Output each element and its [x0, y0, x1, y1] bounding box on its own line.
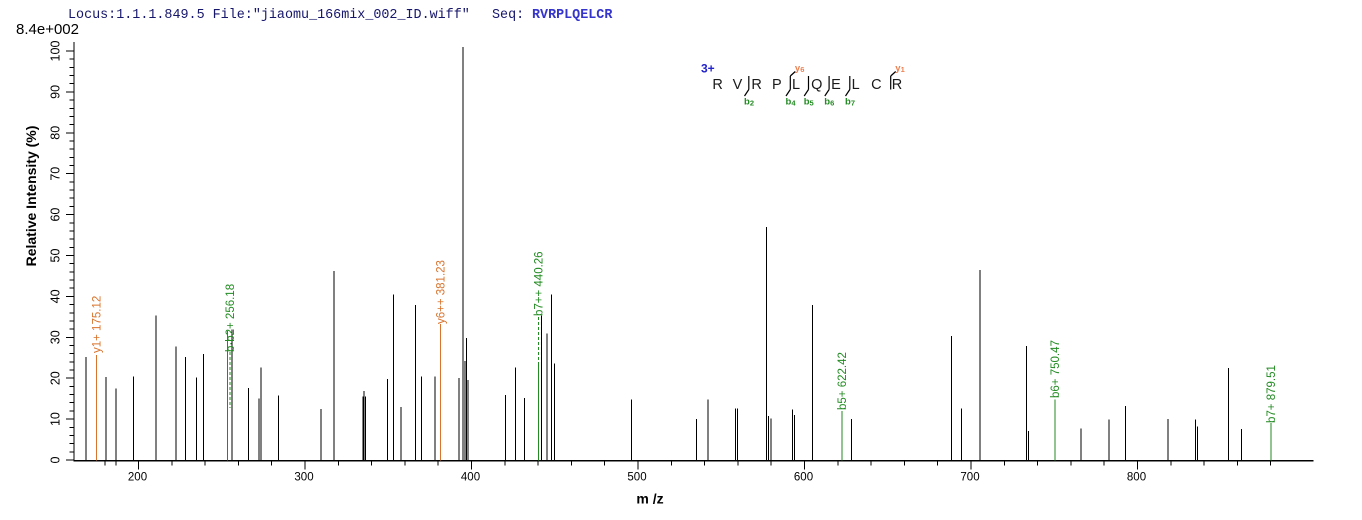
- svg-text:V: V: [733, 77, 743, 93]
- svg-text:700: 700: [960, 472, 979, 484]
- svg-text:b6+ 750.47: b6+ 750.47: [1050, 340, 1062, 398]
- svg-text:Seq:: Seq:: [492, 8, 524, 23]
- svg-text:Q: Q: [811, 77, 822, 93]
- svg-text:b·b2+ 256.18: b·b2+ 256.18: [225, 284, 237, 352]
- svg-text:b7+ 879.51: b7+ 879.51: [1266, 365, 1278, 423]
- svg-text:50: 50: [49, 249, 63, 263]
- svg-text:b6: b6: [824, 96, 834, 107]
- svg-text:70: 70: [49, 167, 63, 181]
- svg-text:Locus:1.1.1.849.5 File:"jiaomu: Locus:1.1.1.849.5 File:"jiaomu_166mix_00…: [68, 8, 470, 23]
- svg-text:y1+ 175.12: y1+ 175.12: [92, 296, 104, 353]
- svg-text:90: 90: [49, 85, 63, 99]
- svg-text:m /z: m /z: [636, 491, 663, 507]
- svg-text:600: 600: [794, 472, 813, 484]
- svg-text:8.4e+002: 8.4e+002: [16, 21, 79, 38]
- svg-text:10: 10: [49, 412, 63, 426]
- svg-text:R: R: [751, 77, 761, 93]
- svg-text:P: P: [772, 77, 782, 93]
- svg-text:400: 400: [461, 472, 480, 484]
- svg-text:Relative Intensity (%): Relative Intensity (%): [23, 126, 39, 267]
- svg-text:R: R: [892, 77, 902, 93]
- svg-text:E: E: [831, 77, 841, 93]
- svg-text:0: 0: [49, 456, 63, 463]
- svg-text:b2: b2: [744, 96, 754, 107]
- svg-text:30: 30: [49, 330, 63, 344]
- svg-text:40: 40: [49, 289, 63, 303]
- svg-text:b7++ 440.26: b7++ 440.26: [533, 251, 545, 316]
- svg-text:b4: b4: [786, 96, 797, 107]
- svg-text:R: R: [712, 77, 722, 93]
- svg-text:200: 200: [128, 472, 147, 484]
- svg-text:C: C: [871, 77, 881, 93]
- svg-text:L: L: [792, 77, 800, 93]
- svg-text:80: 80: [49, 126, 63, 140]
- svg-text:b5+ 622.42: b5+ 622.42: [837, 352, 849, 410]
- svg-text:y1: y1: [895, 63, 904, 74]
- svg-text:RVRPLQELCR: RVRPLQELCR: [532, 8, 613, 23]
- svg-text:60: 60: [49, 208, 63, 222]
- svg-text:b5: b5: [804, 96, 814, 107]
- svg-text:3+: 3+: [701, 62, 715, 76]
- svg-text:b7: b7: [845, 96, 855, 107]
- svg-text:800: 800: [1127, 472, 1146, 484]
- svg-text:20: 20: [49, 371, 63, 385]
- svg-text:L: L: [852, 77, 860, 93]
- svg-text:y6++ 381.23: y6++ 381.23: [435, 260, 447, 324]
- svg-text:y6: y6: [795, 63, 804, 74]
- svg-text:300: 300: [294, 472, 313, 484]
- svg-text:500: 500: [627, 472, 646, 484]
- svg-text:100: 100: [49, 41, 63, 62]
